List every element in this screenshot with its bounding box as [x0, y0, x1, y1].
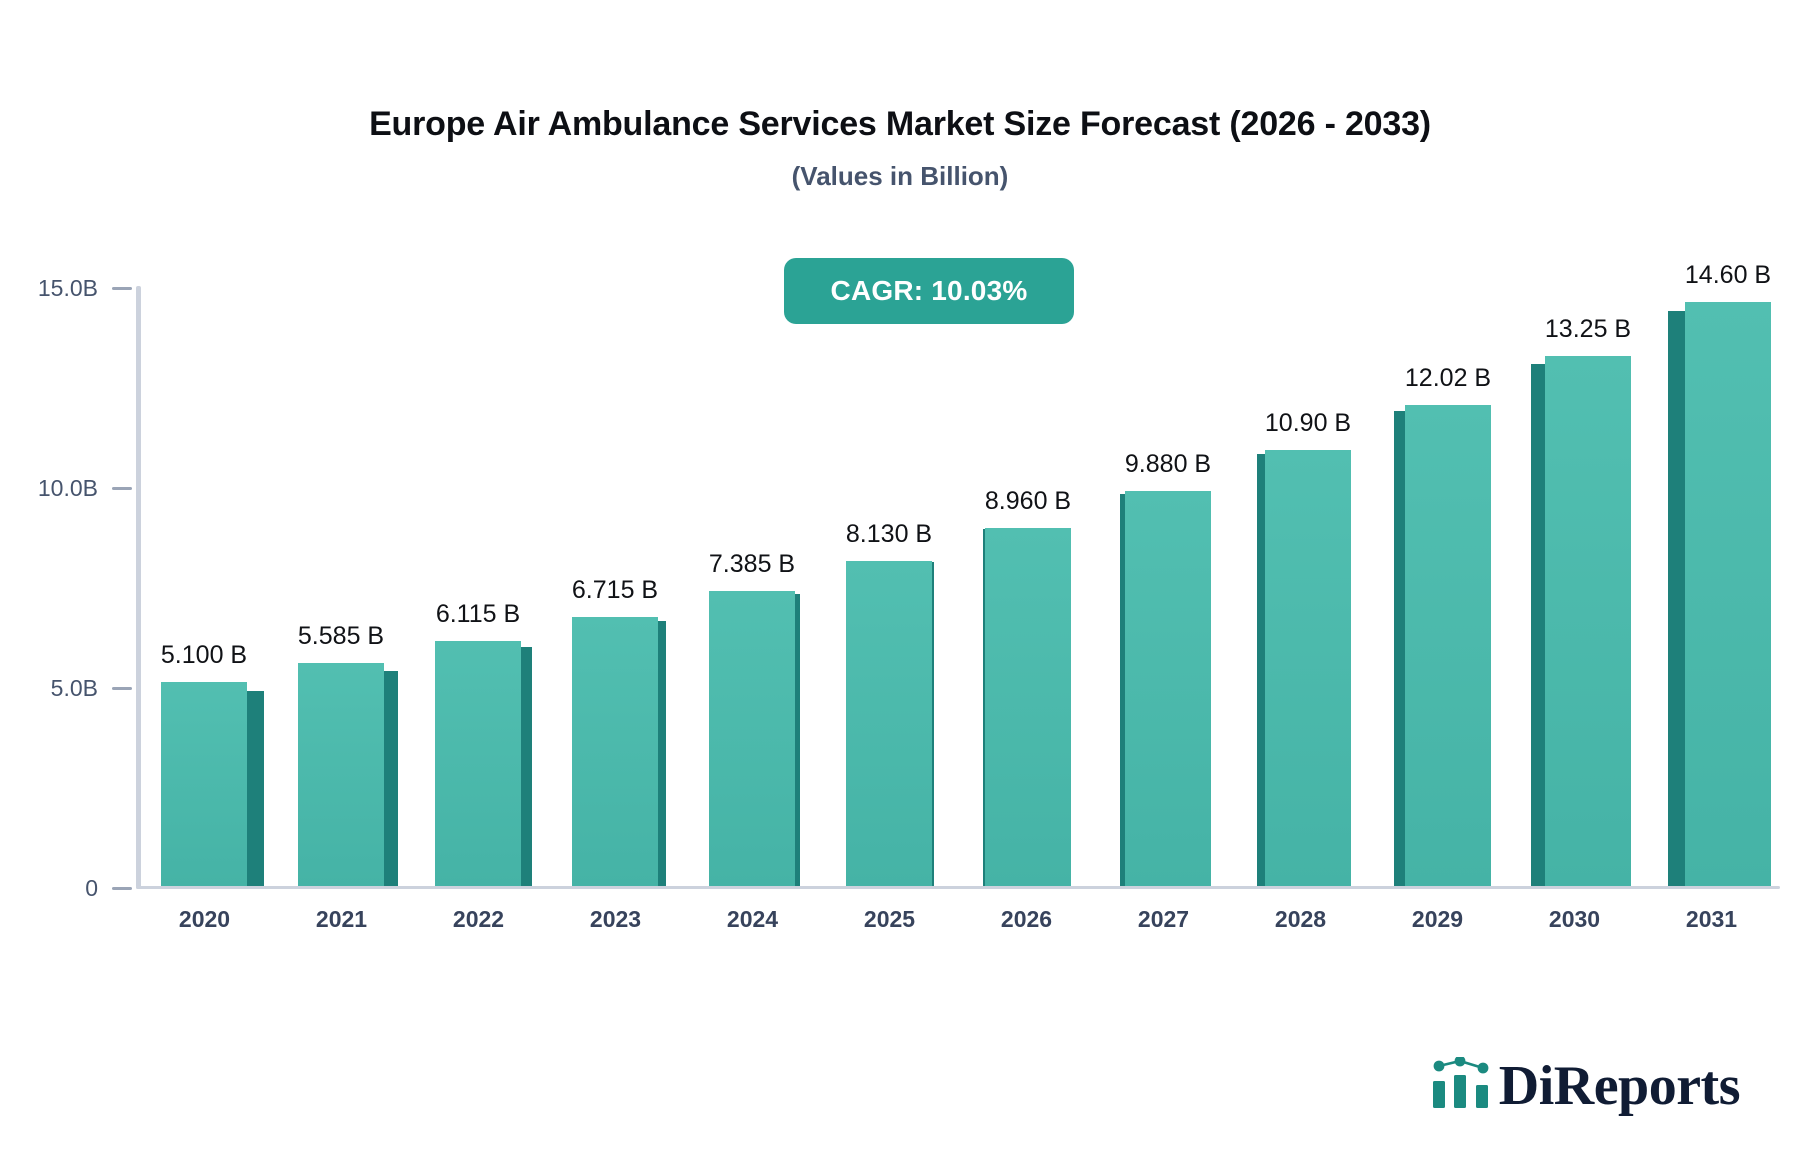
bar-value-label: 13.25 B [1544, 315, 1632, 343]
bar-front-face [161, 682, 247, 886]
bar-value-label: 5.100 B [160, 641, 248, 669]
y-axis-tick-mark [112, 286, 132, 290]
x-axis-line [136, 886, 1780, 889]
bar-group[interactable]: 13.25 B [1506, 296, 1643, 886]
x-axis-label-2021: 2021 [315, 906, 368, 932]
bar-front-face [1125, 490, 1211, 886]
bar-group[interactable]: 6.715 B [547, 557, 684, 886]
logo-text: DiReports [1498, 1054, 1741, 1117]
bar-value-label: 8.130 B [845, 519, 933, 548]
bar-front-face [985, 527, 1071, 886]
bar-group[interactable]: 6.115 B [410, 581, 547, 886]
x-axis-label-2030: 2030 [1548, 906, 1601, 932]
direports-logo: DiReports [1431, 1054, 1741, 1117]
bar-front-face [1405, 405, 1491, 886]
bar-value-label: 6.115 B [435, 600, 521, 629]
bar-group[interactable]: 10.90 B [1232, 390, 1369, 886]
bar-side-face [1531, 364, 1545, 886]
bar-value-label: 7.385 B [708, 549, 796, 578]
y-axis-tick-label: 10.0B [37, 474, 98, 501]
bar-value-label: 14.60 B [1684, 261, 1772, 289]
chart-subtitle: (Values in Billion) [791, 160, 1009, 191]
y-axis-tick-label: 0 [85, 874, 98, 901]
y-axis-tick-mark [112, 886, 132, 890]
bar-side-face [1668, 311, 1685, 886]
bar-front-face [435, 641, 521, 886]
cagr-badge: CAGR: 10.03% [784, 258, 1074, 324]
title-block: Europe Air Ambulance Services Market Siz… [0, 104, 1800, 192]
bar-side-face [521, 647, 532, 886]
bar-value-label: 9.880 B [1124, 449, 1212, 478]
bar-group[interactable]: 8.960 B [958, 468, 1095, 886]
bar-chart-icon [1431, 1055, 1493, 1114]
x-axis-label-2023: 2023 [589, 906, 642, 932]
x-axis-label-2022: 2022 [452, 906, 505, 932]
bar-front-face [298, 662, 384, 886]
y-axis-tick-mark [112, 486, 132, 490]
bar-value-label: 8.960 B [984, 486, 1072, 515]
bar-side-face [1257, 454, 1265, 886]
x-axis-label-2024: 2024 [726, 906, 779, 932]
x-axis-label-2027: 2027 [1137, 906, 1190, 932]
x-axis-label-2025: 2025 [863, 906, 916, 932]
bar-group[interactable]: 7.385 B [684, 531, 821, 886]
bar-value-label: 12.02 B [1404, 364, 1492, 393]
bar-front-face [846, 560, 932, 886]
bar-value-label: 10.90 B [1264, 409, 1352, 437]
bar-group[interactable]: 5.100 B [136, 622, 273, 886]
bar-front-face [709, 590, 795, 886]
bar-value-label: 6.715 B [571, 576, 659, 605]
x-axis-label-2029: 2029 [1411, 906, 1464, 932]
bar-value-label: 5.585 B [297, 621, 385, 650]
bar-side-face [384, 670, 398, 886]
bar-group[interactable]: 8.130 B [821, 501, 958, 886]
bar-front-face [572, 617, 658, 886]
bar-side-face [983, 528, 985, 886]
bar-front-face [1265, 450, 1351, 886]
bar-series: 5.100 B 5.585 B 6.115 B 6.715 B 7.385 B 8.130… [136, 261, 1780, 888]
y-axis-tick-label: 5.0B [50, 674, 98, 701]
y-axis-tick-label: 15.0B [37, 274, 98, 301]
y-axis-line [136, 286, 141, 888]
x-axis-label-2026: 2026 [1000, 906, 1053, 932]
bar-group[interactable]: 9.880 B [1095, 431, 1232, 886]
bar-group[interactable]: 12.02 B [1369, 345, 1506, 886]
bar-group[interactable]: 5.585 B [273, 603, 410, 886]
x-axis-label-2020: 2020 [178, 906, 231, 932]
bar-side-face [247, 691, 264, 886]
bar-side-face [1394, 411, 1405, 886]
bar-front-face [1545, 356, 1631, 886]
bar-front-face [1685, 302, 1771, 886]
x-axis-label-2031: 2031 [1685, 906, 1738, 932]
y-axis-tick-mark [112, 686, 132, 690]
bar-side-face [1120, 493, 1125, 886]
x-axis-label-2028: 2028 [1274, 906, 1327, 932]
bar-side-face [795, 593, 800, 886]
plot-area: 15.0B 10.0B 5.0B 0 5.100 B 5.585 B 6.115 B 6.7… [38, 261, 1780, 901]
x-axis-labels: 2020 2021 2022 2023 2024 2025 2026 2027 2028 2029… [136, 906, 1780, 946]
bar-side-face [658, 621, 666, 886]
page-title: Europe Air Ambulance Services Market Siz… [369, 105, 1431, 143]
bar-side-face [932, 561, 934, 886]
bar-group[interactable]: 14.60 B [1643, 242, 1780, 886]
